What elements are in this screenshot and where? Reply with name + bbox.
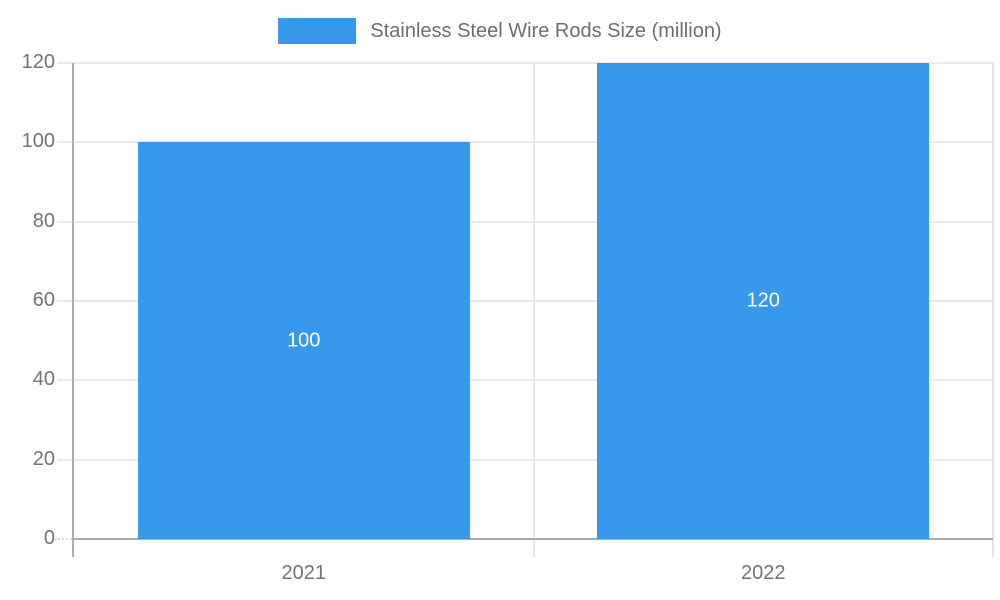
y-tick-label: 60 xyxy=(32,289,55,312)
y-tick-label: 0 xyxy=(43,527,55,550)
y-tick-label: 100 xyxy=(21,130,55,153)
y-tick-label: 40 xyxy=(32,368,55,391)
y-gridline xyxy=(57,141,993,144)
x-gridline xyxy=(992,63,994,557)
x-tick-label: 2022 xyxy=(741,562,786,584)
bar-value-label: 100 xyxy=(287,329,321,352)
y-gridline xyxy=(57,379,993,382)
legend-swatch xyxy=(278,18,357,44)
legend-item[interactable]: Stainless Steel Wire Rods Size (million) xyxy=(0,18,1000,44)
y-gridline xyxy=(57,62,993,64)
bar-value-label: 120 xyxy=(746,289,780,312)
x-axis-line xyxy=(72,538,993,540)
bar-2021[interactable]: 100 xyxy=(137,142,470,539)
x-gridline xyxy=(532,63,535,557)
y-axis-line xyxy=(72,63,74,557)
y-gridline xyxy=(57,300,993,302)
y-tick-label: 80 xyxy=(32,209,55,232)
legend-label: Stainless Steel Wire Rods Size (million) xyxy=(370,20,722,42)
y-tick-zero xyxy=(55,538,72,540)
y-tick-label: 20 xyxy=(32,447,55,470)
y-gridline xyxy=(57,220,993,223)
bar-2022[interactable]: 120 xyxy=(597,63,930,539)
y-gridline xyxy=(57,458,993,461)
x-tick-label: 2021 xyxy=(281,562,327,584)
y-tick-label: 120 xyxy=(21,51,55,74)
